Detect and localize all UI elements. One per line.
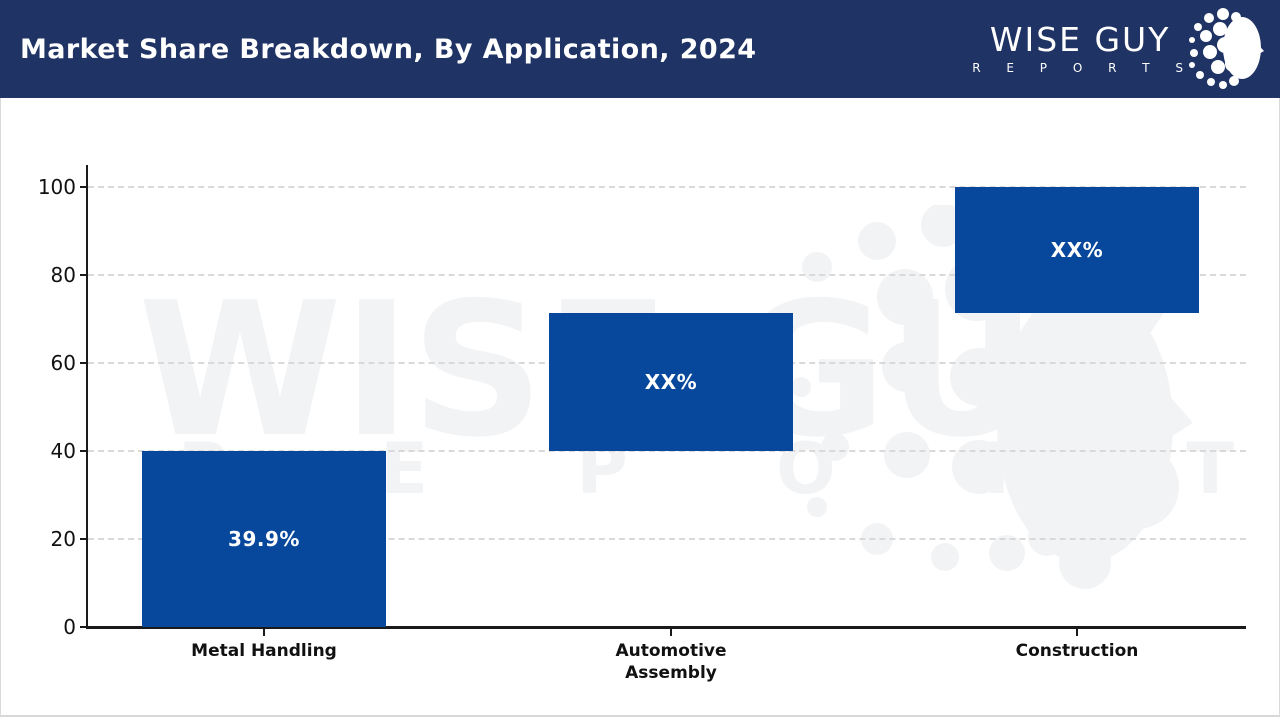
x-axis xyxy=(86,626,1246,629)
y-tick-label-60: 60 xyxy=(50,351,76,375)
gridline-100 xyxy=(88,186,1246,188)
x-category-label-0: Metal Handling xyxy=(191,641,337,661)
y-tick-label-100: 100 xyxy=(37,175,76,199)
y-tick-label-0: 0 xyxy=(63,615,76,639)
x-category-label-1: Automotive Assembly xyxy=(615,641,727,684)
logo-face-icon xyxy=(1189,8,1264,89)
y-tick-80 xyxy=(80,274,88,276)
y-tick-label-20: 20 xyxy=(50,527,76,551)
bar-automotive-assembly: XX% xyxy=(549,313,793,452)
bar-value-label: XX% xyxy=(1050,238,1104,263)
y-tick-40 xyxy=(80,450,88,452)
bar-construction: XX% xyxy=(955,187,1199,314)
x-tick-0 xyxy=(263,629,265,636)
logo-line1: WISE GUY xyxy=(989,20,1171,60)
x-tick-1 xyxy=(670,629,672,636)
logo-line2: R E P O R T S xyxy=(972,60,1194,75)
x-tick-2 xyxy=(1076,629,1078,636)
y-tick-60 xyxy=(80,362,88,364)
logo-wordmark: WISE GUY R E P O R T S xyxy=(966,23,1194,75)
bar-value-label: 39.9% xyxy=(228,527,300,552)
y-tick-100 xyxy=(80,186,88,188)
x-category-label-2: Construction xyxy=(1015,641,1139,661)
y-tick-0 xyxy=(80,626,88,628)
y-tick-label-80: 80 xyxy=(50,263,76,287)
bar-metal-handling: 39.9% xyxy=(142,451,386,627)
y-tick-20 xyxy=(80,538,88,540)
gridline-80 xyxy=(88,274,1246,276)
y-axis xyxy=(86,165,88,629)
y-tick-label-40: 40 xyxy=(50,439,76,463)
header: Market Share Breakdown, By Application, … xyxy=(0,0,1280,98)
gridline-20 xyxy=(88,538,1246,540)
wise-guy-reports-logo: WISE GUY R E P O R T S xyxy=(966,6,1266,92)
page-title: Market Share Breakdown, By Application, … xyxy=(20,33,757,65)
bar-value-label: XX% xyxy=(644,370,698,395)
